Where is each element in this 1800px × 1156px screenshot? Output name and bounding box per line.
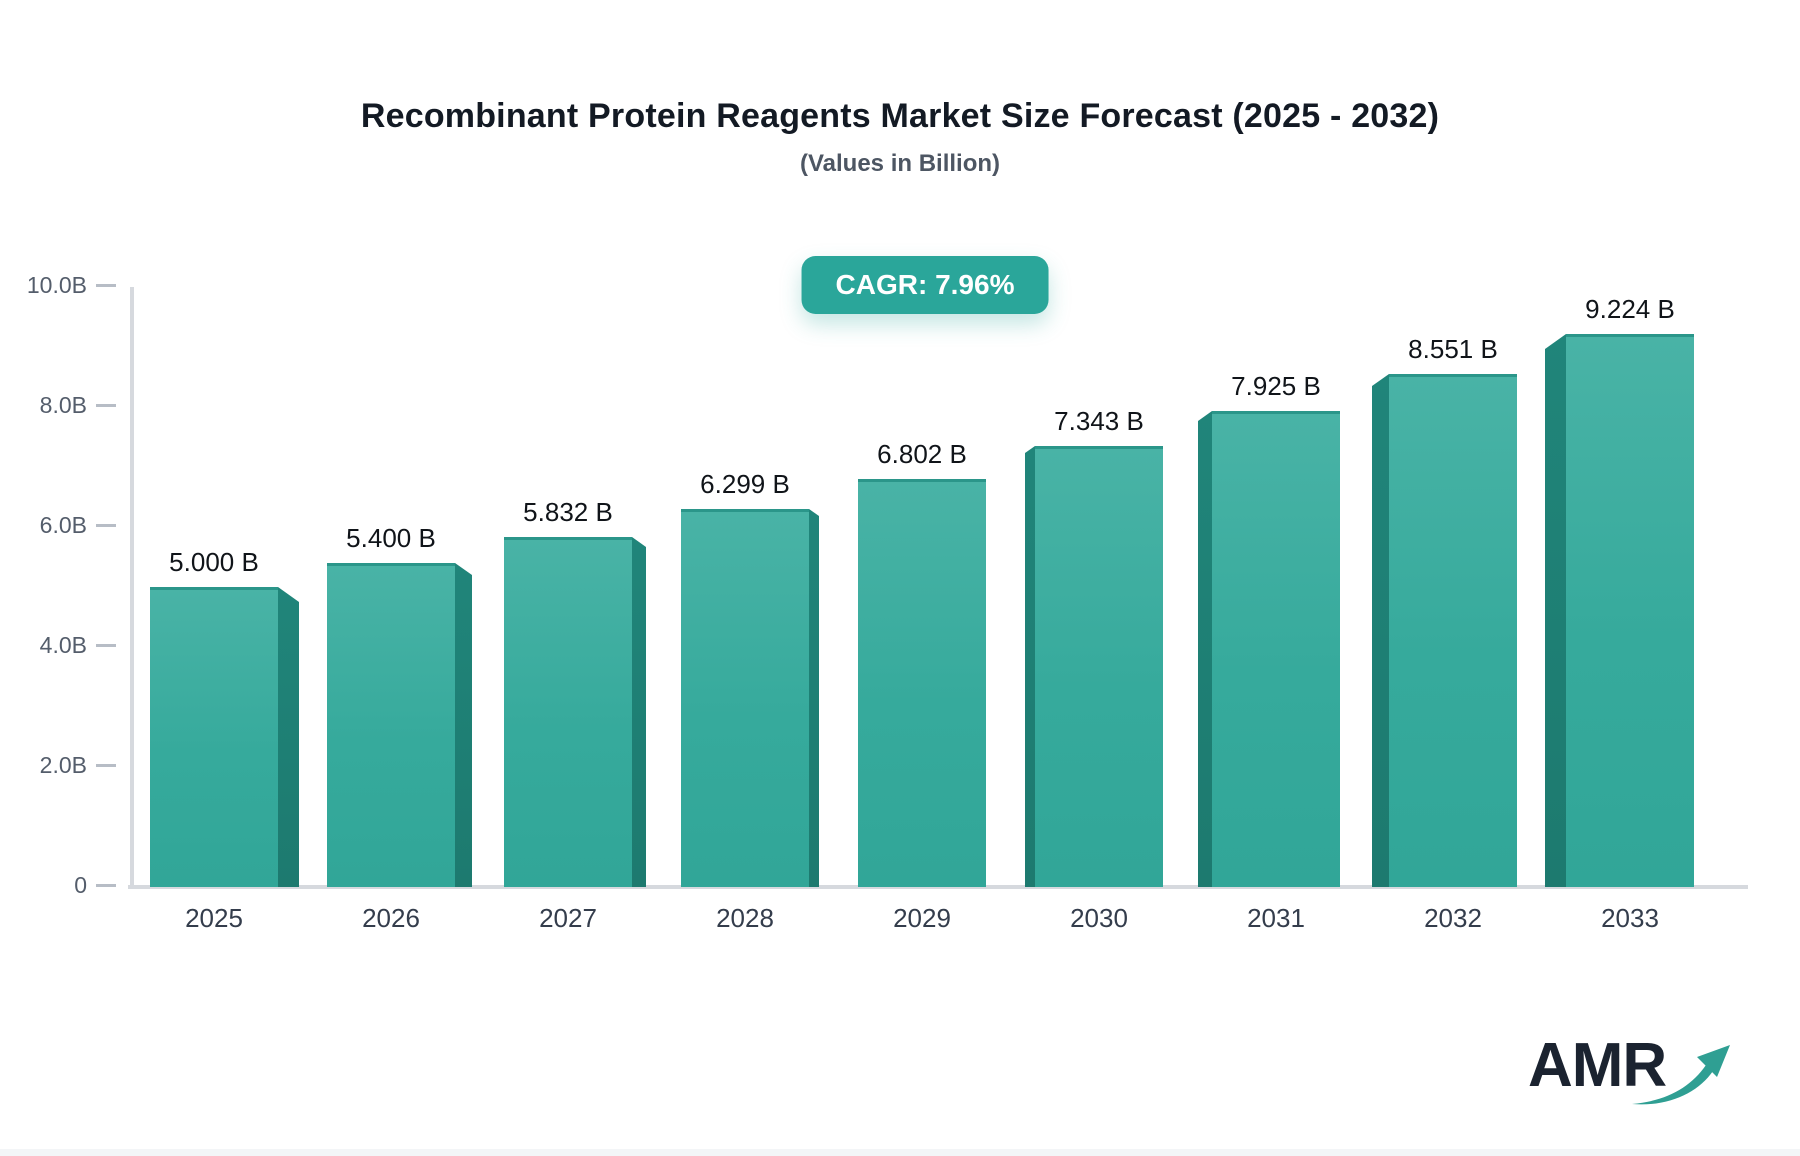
cagr-badge-label: CAGR: 7.96% [835, 269, 1015, 300]
x-category-label: 2027 [539, 903, 597, 933]
bar-2033 [1566, 334, 1694, 887]
y-tick-label: 2.0B [39, 752, 87, 778]
x-category-label: 2033 [1601, 903, 1659, 933]
x-axis-baseline [128, 885, 1748, 889]
amr-logo-text: AMR [1528, 1031, 1667, 1100]
bar-2025 [150, 587, 278, 887]
chart-subtitle: (Values in Billion) [799, 150, 1001, 177]
x-category-label: 2031 [1247, 903, 1305, 933]
bar-side-face-2032 [1372, 374, 1389, 887]
bar-value-label: 5.400 B [346, 523, 436, 553]
x-category-label: 2028 [716, 903, 774, 933]
bar-2030 [1035, 446, 1163, 887]
y-tick-label: 0 [74, 872, 87, 898]
x-category-label: 2026 [362, 903, 420, 933]
y-tick-label: 8.0B [39, 392, 87, 418]
bar-2032 [1389, 374, 1517, 887]
y-axis-line [130, 287, 134, 889]
y-tick-4.0B: 4.0B [18, 634, 116, 657]
bar-side-face-2031 [1198, 411, 1212, 887]
bar-side-face-2027 [632, 537, 646, 887]
bar-value-label: 5.000 B [169, 547, 259, 577]
bar-value-label: 7.343 B [1054, 406, 1144, 436]
bar-2031 [1212, 411, 1340, 887]
y-tick-mark [96, 764, 116, 767]
cagr-badge: CAGR: 7.96% [801, 256, 1049, 314]
bar-2026 [327, 563, 455, 887]
bar-side-face-2030 [1025, 446, 1035, 887]
y-tick-10.0B: 10.0B [18, 274, 116, 297]
trend-up-arrow-icon [1632, 1045, 1730, 1105]
x-category-label: 2032 [1424, 903, 1482, 933]
y-tick-mark [96, 404, 116, 407]
y-tick-mark [96, 884, 116, 887]
bar-side-face-2028 [809, 509, 819, 887]
x-category-label: 2030 [1070, 903, 1128, 933]
bar-2028 [681, 509, 809, 887]
bar-side-face-2033 [1545, 334, 1566, 887]
y-tick-mark [96, 284, 116, 287]
bar-value-label: 6.802 B [877, 439, 967, 469]
amr-logo: AMR [1528, 1031, 1730, 1116]
y-tick-mark [96, 524, 116, 527]
bar-value-label: 6.299 B [700, 469, 790, 499]
bar-2027 [504, 537, 632, 887]
y-tick-mark [96, 644, 116, 647]
bar-side-face-2025 [278, 587, 299, 887]
bar-2029 [858, 479, 986, 887]
bar-value-label: 8.551 B [1408, 334, 1498, 364]
chart-title: Recombinant Protein Reagents Market Size… [360, 97, 1440, 135]
y-tick-6.0B: 6.0B [18, 514, 116, 537]
bar-value-label: 7.925 B [1231, 371, 1321, 401]
y-tick-2.0B: 2.0B [18, 754, 116, 777]
bar-value-label: 9.224 B [1585, 294, 1675, 324]
x-category-label: 2025 [185, 903, 243, 933]
footer-strip [0, 1149, 1800, 1156]
y-tick-0: 0 [18, 874, 116, 897]
x-category-label: 2029 [893, 903, 951, 933]
y-tick-label: 4.0B [39, 632, 87, 658]
y-tick-label: 10.0B [26, 272, 87, 298]
bar-value-label: 5.832 B [523, 497, 613, 527]
y-tick-8.0B: 8.0B [18, 394, 116, 417]
bar-side-face-2026 [455, 563, 472, 887]
y-tick-label: 6.0B [39, 512, 87, 538]
